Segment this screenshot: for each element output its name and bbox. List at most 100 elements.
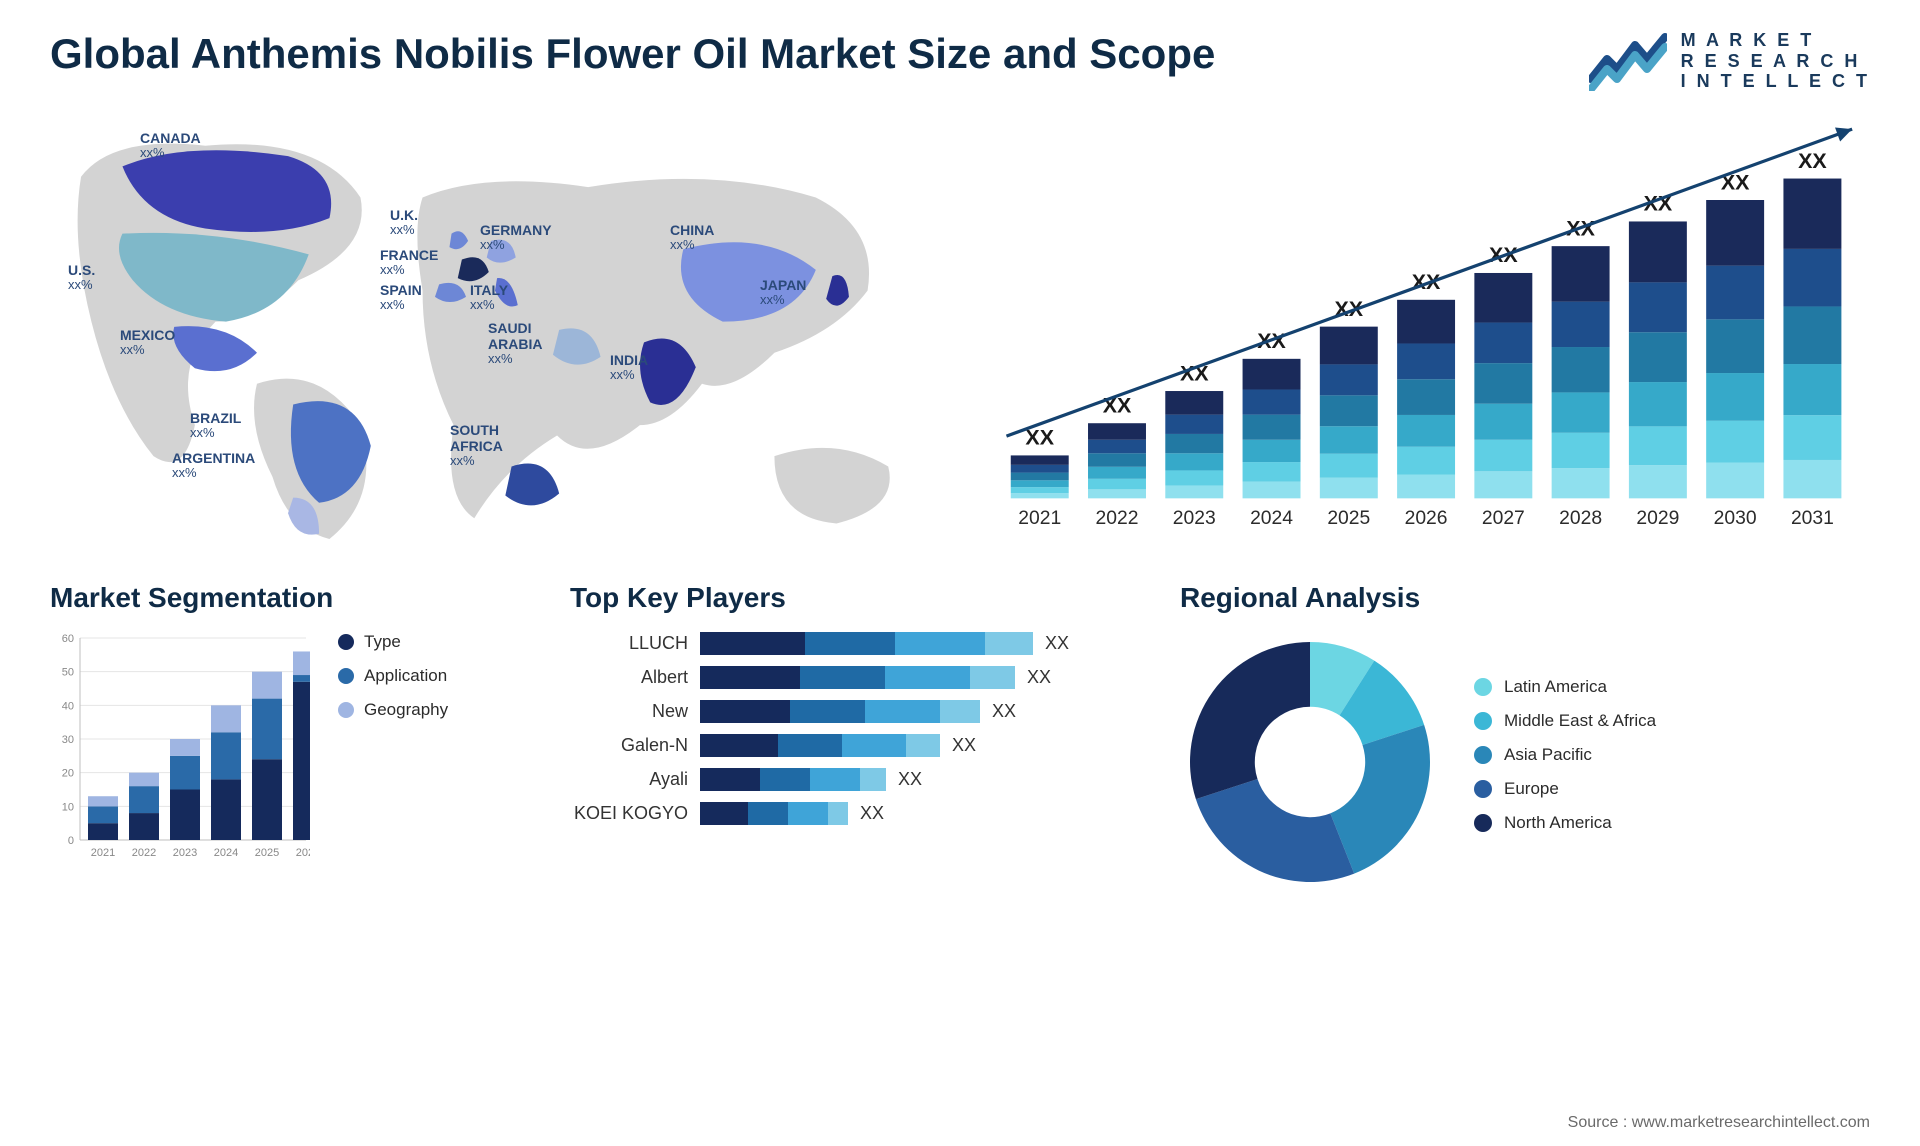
regional-legend-label: Asia Pacific [1504,745,1592,765]
regional-legend: Latin America Middle East & Africa Asia Pa… [1474,677,1656,847]
growth-year-label: 2027 [1482,508,1525,529]
regional-legend-label: Latin America [1504,677,1607,697]
players-panel: Top Key Players LLUCHXXAlbertXXNewXXGale… [570,582,1130,892]
growth-bar [1397,344,1455,380]
growth-bar [1629,426,1687,465]
growth-bar [1552,468,1610,498]
map-label-mexico: MEXICOxx% [120,327,175,358]
growth-bar [1243,440,1301,462]
seg-bar [129,773,159,786]
player-name: LLUCH [570,633,700,654]
seg-bar [88,823,118,840]
seg-bar [252,699,282,760]
logo-line1: M A R K E T [1681,30,1870,51]
regional-title: Regional Analysis [1180,582,1870,614]
player-bar-seg [700,768,760,791]
seg-ytick: 40 [62,700,74,712]
player-bar-seg [700,632,805,655]
map-label-south-africa: SOUTHAFRICAxx% [450,422,503,469]
growth-bar [1474,363,1532,404]
growth-bar [1783,179,1841,249]
map-label-china: CHINAxx% [670,222,714,253]
growth-bar [1552,302,1610,347]
growth-bar [1706,200,1764,266]
growth-bar [1165,471,1223,486]
player-row: KOEI KOGYOXX [570,802,1130,825]
growth-bar [1011,487,1069,493]
player-bar-seg [885,666,970,689]
growth-bar [1706,463,1764,499]
growth-bar [1474,404,1532,440]
player-name: Ayali [570,769,700,790]
seg-bar [170,756,200,790]
seg-year: 2026 [296,847,310,859]
seg-legend-swatch [338,702,354,718]
growth-bar [1243,462,1301,482]
growth-bar [1011,455,1069,464]
seg-legend-label: Geography [364,700,448,720]
map-label-france: FRANCExx% [380,247,438,278]
logo-mark-icon [1589,31,1667,91]
map-label-brazil: BRAZILxx% [190,410,241,441]
regional-legend-label: Middle East & Africa [1504,711,1656,731]
map-label-japan: JAPANxx% [760,277,806,308]
growth-bar [1397,447,1455,475]
growth-bar [1474,440,1532,472]
regional-legend-label: Europe [1504,779,1559,799]
regional-legend-swatch [1474,746,1492,764]
seg-bar [252,672,282,699]
seg-bar [129,786,159,813]
map-label-saudi-arabia: SAUDIARABIAxx% [488,320,542,367]
growth-bar [1474,323,1532,364]
player-name: New [570,701,700,722]
regional-legend-item: Asia Pacific [1474,745,1656,765]
seg-ytick: 30 [62,734,74,746]
growth-bar [1397,415,1455,447]
player-name: KOEI KOGYO [570,803,700,824]
growth-year-label: 2024 [1250,508,1293,529]
growth-bar [1629,465,1687,498]
growth-bar [1243,390,1301,415]
donut-slice [1190,642,1310,799]
growth-year-label: 2023 [1173,508,1216,529]
seg-bar [211,705,241,732]
seg-legend-item: Geography [338,700,448,720]
growth-bar [1011,473,1069,481]
growth-bar [1165,453,1223,470]
growth-bar [1783,307,1841,365]
growth-year-label: 2028 [1559,508,1602,529]
growth-bar [1165,486,1223,499]
seg-bar [211,732,241,779]
growth-bar [1629,222,1687,283]
growth-bar [1474,273,1532,323]
growth-bar [1552,347,1610,392]
regional-legend-item: Europe [1474,779,1656,799]
player-bar-seg [700,700,790,723]
growth-year-label: 2022 [1096,508,1139,529]
growth-bar [1088,467,1146,479]
regional-legend-swatch [1474,780,1492,798]
growth-bar [1320,364,1378,395]
player-value: XX [1045,633,1069,654]
header: Global Anthemis Nobilis Flower Oil Marke… [50,30,1870,92]
seg-legend-item: Type [338,632,448,652]
player-bar-seg [778,734,842,757]
map-label-u-s-: U.S.xx% [68,262,95,293]
seg-bar [170,790,200,841]
growth-bar [1706,373,1764,421]
growth-bar [1552,392,1610,432]
player-bar-seg [970,666,1015,689]
seg-year: 2022 [132,847,156,859]
growth-bar [1320,327,1378,365]
growth-year-label: 2025 [1327,508,1370,529]
seg-bar [88,806,118,823]
growth-bar [1397,475,1455,499]
player-row: Galen-NXX [570,734,1130,757]
growth-bar [1243,415,1301,440]
seg-bar [129,813,159,840]
regional-legend-item: Latin America [1474,677,1656,697]
growth-bar [1706,266,1764,320]
player-bar-seg [748,802,788,825]
growth-bar [1088,423,1146,440]
growth-bar [1552,433,1610,468]
